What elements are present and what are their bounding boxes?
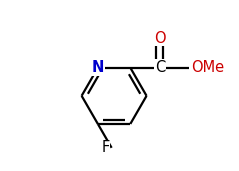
Text: C: C: [155, 60, 165, 75]
Text: OMe: OMe: [191, 60, 224, 75]
Text: F: F: [101, 140, 110, 155]
Text: O: O: [154, 31, 166, 46]
Text: N: N: [92, 60, 104, 75]
